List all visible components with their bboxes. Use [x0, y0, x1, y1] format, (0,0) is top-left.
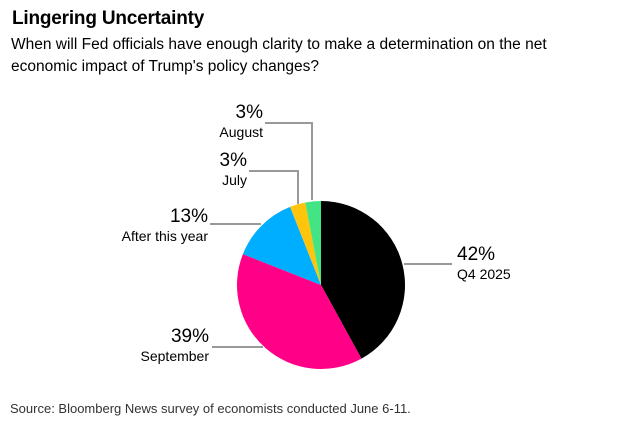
callout-q4-2025: 42% Q4 2025: [457, 244, 511, 283]
leader-line-july: [249, 170, 299, 204]
callout-august-percent: 3%: [235, 102, 263, 123]
pie-slice-september: [237, 254, 362, 370]
callout-q4-2025-percent: 42%: [457, 244, 496, 265]
chart-subtitle-line-1: When will Fed officials have enough clar…: [11, 36, 547, 53]
pie-slice-q4-2025: [321, 201, 406, 359]
callout-july-label: July: [222, 172, 247, 188]
pie-slice-august: [305, 201, 321, 285]
chart-subtitle: When will Fed officials have enough clar…: [11, 34, 547, 78]
leader-line-august: [265, 122, 313, 200]
callout-after-this-year: 13% After this year: [122, 206, 208, 245]
source-note: Source: Bloomberg News survey of economi…: [10, 401, 411, 416]
callout-august: 3% August: [219, 102, 263, 141]
callout-after-this-year-percent: 13%: [169, 206, 208, 227]
callout-after-this-year-label: After this year: [121, 228, 208, 244]
callout-july-percent: 3%: [219, 150, 247, 171]
callout-q4-2025-label: Q4 2025: [457, 266, 511, 282]
page-title: Lingering Uncertainty: [12, 8, 205, 29]
pie-slice-july: [290, 202, 321, 285]
callout-august-label: August: [219, 124, 263, 140]
callout-september-label: September: [140, 348, 209, 364]
pie-slice-after-this-year: [242, 206, 321, 285]
pie-slices: [237, 201, 406, 370]
callout-july: 3% July: [220, 150, 247, 189]
callout-september-percent: 39%: [170, 326, 209, 347]
chart-subtitle-line-2: economic impact of Trump's policy change…: [11, 58, 319, 75]
callout-september: 39% September: [141, 326, 209, 365]
